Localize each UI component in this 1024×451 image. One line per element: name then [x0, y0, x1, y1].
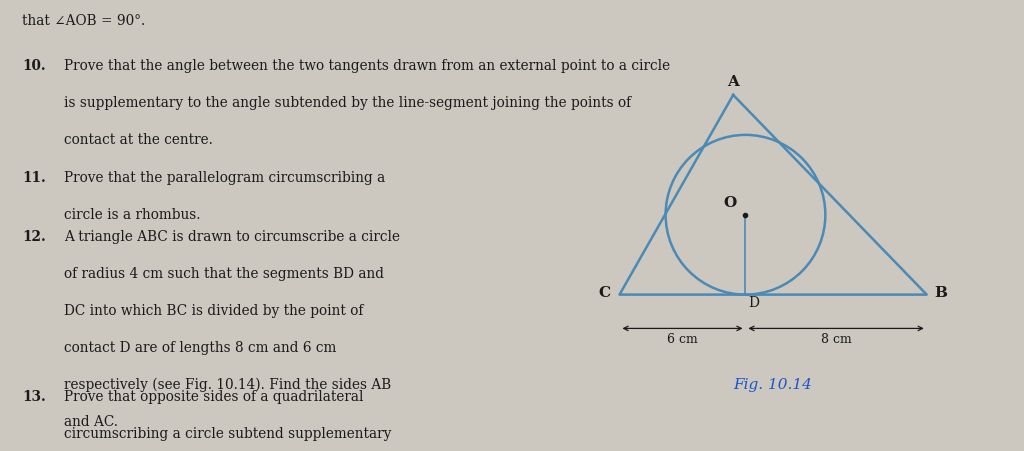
Text: and AC.: and AC.	[63, 415, 118, 429]
Text: that ∠AOB = 90°.: that ∠AOB = 90°.	[23, 14, 145, 28]
Text: circumscribing a circle subtend supplementary: circumscribing a circle subtend suppleme…	[63, 427, 391, 441]
Text: Fig. 10.14: Fig. 10.14	[733, 377, 813, 391]
Text: 13.: 13.	[23, 390, 46, 404]
Text: O: O	[723, 196, 736, 210]
Text: C: C	[598, 286, 610, 300]
Text: circle is a rhombus.: circle is a rhombus.	[63, 208, 200, 222]
Text: B: B	[934, 286, 947, 300]
Text: contact at the centre.: contact at the centre.	[63, 133, 212, 147]
Text: respectively (see Fig. 10.14). Find the sides AB: respectively (see Fig. 10.14). Find the …	[63, 378, 391, 392]
Text: contact D are of lengths 8 cm and 6 cm: contact D are of lengths 8 cm and 6 cm	[63, 341, 336, 355]
Text: A triangle ABC is drawn to circumscribe a circle: A triangle ABC is drawn to circumscribe …	[63, 230, 399, 244]
Text: Prove that the angle between the two tangents drawn from an external point to a : Prove that the angle between the two tan…	[63, 59, 670, 73]
Text: DC into which BC is divided by the point of: DC into which BC is divided by the point…	[63, 304, 362, 318]
Text: 12.: 12.	[23, 230, 46, 244]
Text: Prove that opposite sides of a quadrilateral: Prove that opposite sides of a quadrilat…	[63, 390, 364, 404]
Text: Prove that the parallelogram circumscribing a: Prove that the parallelogram circumscrib…	[63, 171, 385, 185]
Text: A: A	[727, 75, 739, 89]
Text: 6 cm: 6 cm	[667, 333, 698, 346]
Text: 8 cm: 8 cm	[820, 333, 852, 346]
Text: 11.: 11.	[23, 171, 46, 185]
Text: 10.: 10.	[23, 59, 46, 73]
Text: of radius 4 cm such that the segments BD and: of radius 4 cm such that the segments BD…	[63, 267, 384, 281]
Text: D: D	[749, 296, 760, 310]
Text: is supplementary to the angle subtended by the line-segment joining the points o: is supplementary to the angle subtended …	[63, 96, 631, 110]
